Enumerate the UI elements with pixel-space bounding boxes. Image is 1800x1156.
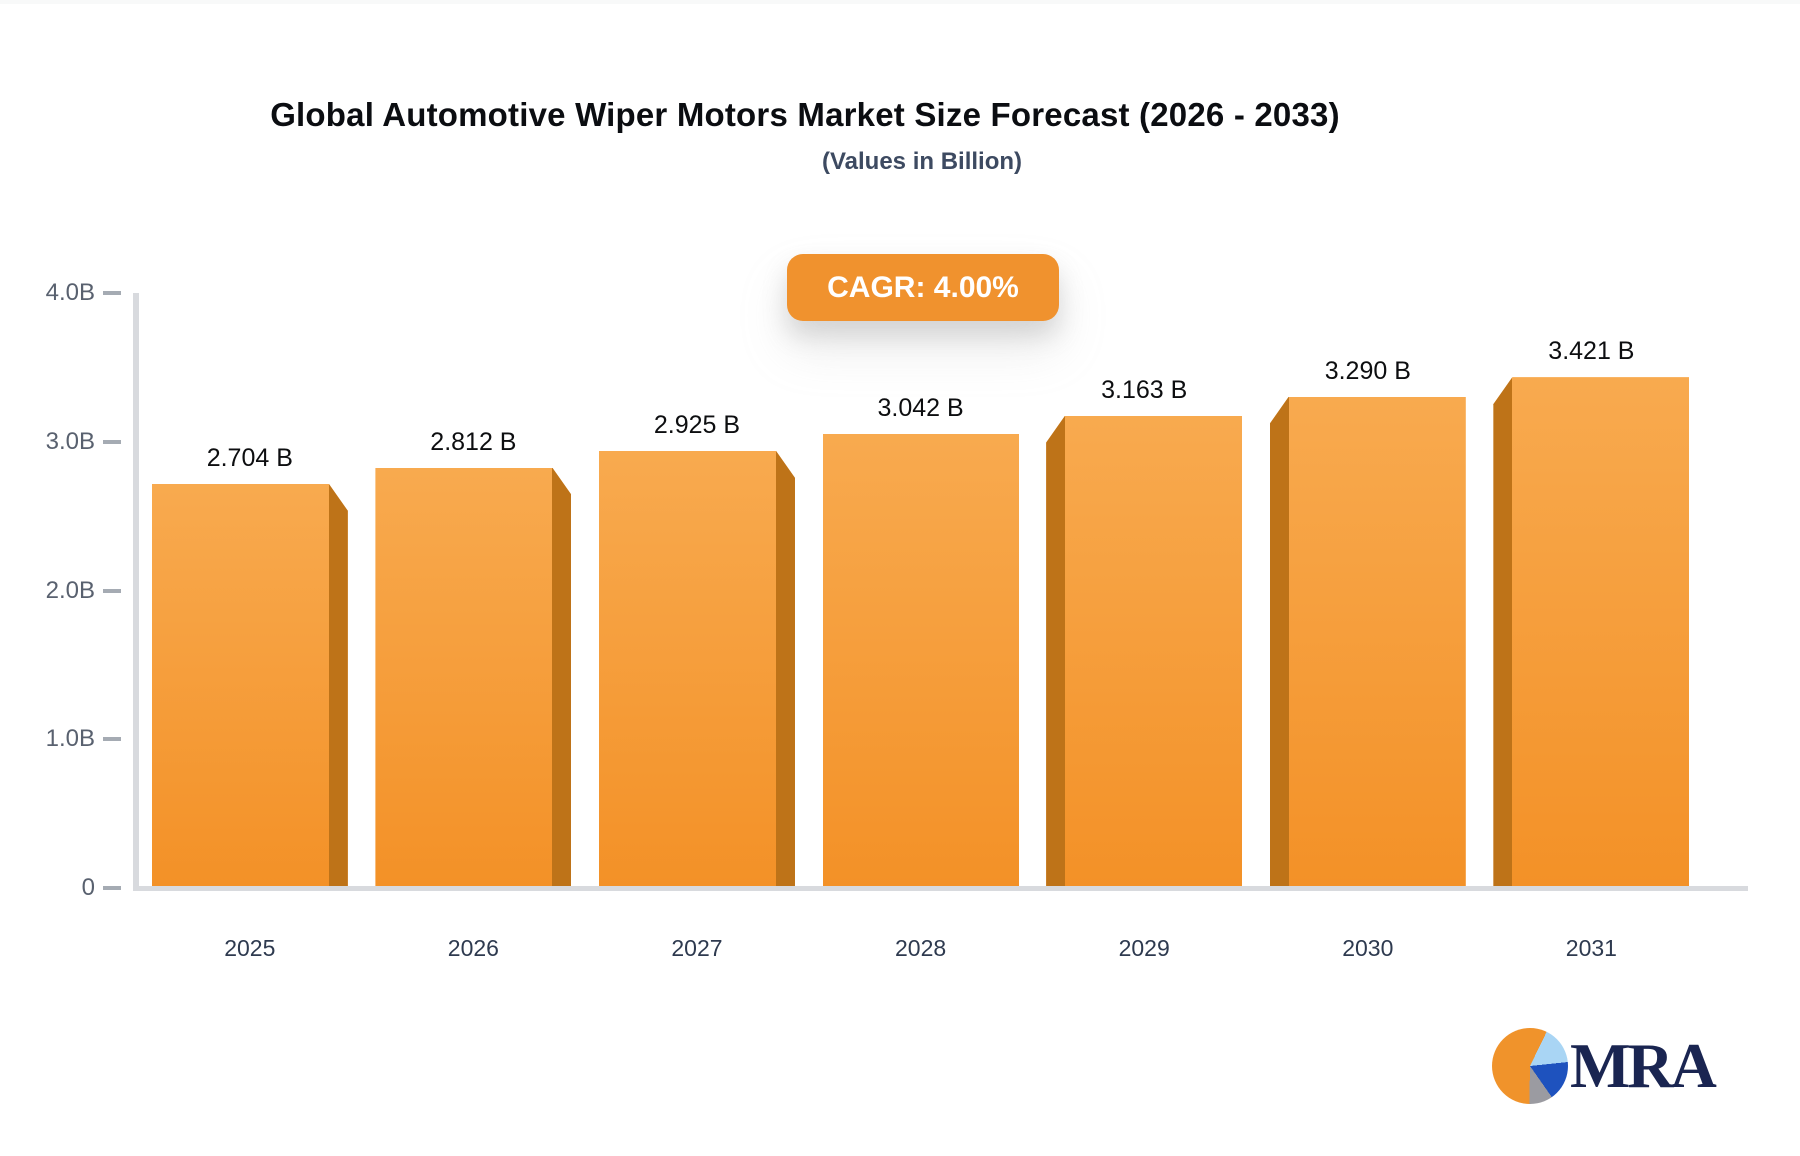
bar-slot: 3.290 B (1256, 293, 1480, 886)
chart-subtitle: (Values in Billion) (821, 148, 1023, 175)
x-axis-label-2025: 2025 (224, 935, 276, 961)
brand-logo-text: MRA (1570, 1030, 1717, 1101)
y-tick-dash (103, 439, 121, 444)
x-axis-label-2030: 2030 (1342, 935, 1394, 961)
bar-2029 (1046, 415, 1243, 886)
y-tick-label: 1.0B (45, 725, 95, 753)
y-tick-label: 0 (81, 874, 95, 901)
brand-logo: MRA (1492, 1028, 1717, 1104)
bar-slot: 2.925 B (585, 293, 809, 886)
y-axis-line (133, 293, 139, 888)
bar-2028 (822, 433, 1019, 886)
bar-slot: 2.812 B (362, 293, 586, 886)
bar-2027 (599, 451, 795, 886)
bar-slot: 2.704 B (138, 293, 362, 886)
plot-area: 4.0B 3.0B 2.0B 1.0B 0 2.704 B 2.812 B 2.925 B 3… (46, 279, 1748, 961)
bar-slot: 3.042 B (809, 293, 1033, 886)
x-axis-label-2026: 2026 (447, 935, 499, 961)
bar-slot: 3.163 B (1032, 293, 1256, 886)
bar-value-label: 2.812 B (430, 427, 517, 456)
bar-2026 (375, 468, 571, 886)
x-axis-label-2029: 2029 (1118, 935, 1170, 961)
y-tick-dash (103, 291, 121, 295)
bar-side-face (1493, 377, 1513, 886)
bar-side-face (1046, 415, 1066, 886)
y-tick-dash (103, 588, 121, 593)
y-tick-label: 2.0B (45, 576, 95, 604)
y-tick-dash (103, 737, 121, 742)
x-axis-label-2031: 2031 (1565, 935, 1617, 961)
bar-value-label: 3.421 B (1548, 337, 1635, 366)
y-tick-dash (103, 886, 121, 890)
cagr-badge-label: CAGR: 4.00% (827, 270, 1019, 304)
pie-chart-icon (1492, 1028, 1568, 1104)
bar-side-face (329, 484, 348, 886)
x-axis-label-2027: 2027 (671, 935, 723, 961)
x-axis-line (133, 886, 1748, 891)
bar-value-label: 3.163 B (1101, 375, 1188, 404)
bar-value-label: 3.290 B (1324, 356, 1411, 385)
bar-value-label: 3.042 B (877, 393, 964, 422)
y-tick-label: 3.0B (45, 427, 95, 455)
bar-side-face (552, 468, 571, 886)
bar-2031 (1493, 377, 1690, 886)
x-axis-label-2028: 2028 (895, 935, 947, 961)
bar-2030 (1269, 396, 1466, 886)
bar-value-label: 2.704 B (206, 443, 293, 472)
bar-value-label: 2.925 B (653, 410, 741, 439)
page-top-strip (0, 0, 1800, 4)
chart-title: Global Automotive Wiper Motors Market Si… (270, 96, 1340, 133)
bar-slot: 3.421 B (1480, 293, 1704, 886)
cagr-badge: CAGR: 4.00% (787, 254, 1059, 321)
bar-side-face (1269, 396, 1289, 886)
bar-2025 (152, 484, 348, 886)
y-tick-label: 4.0B (45, 279, 95, 306)
bar-side-face (776, 451, 795, 886)
bars-layer: 2.704 B 2.812 B 2.925 B 3.042 B 3.163 B 3.290… (138, 293, 1704, 888)
